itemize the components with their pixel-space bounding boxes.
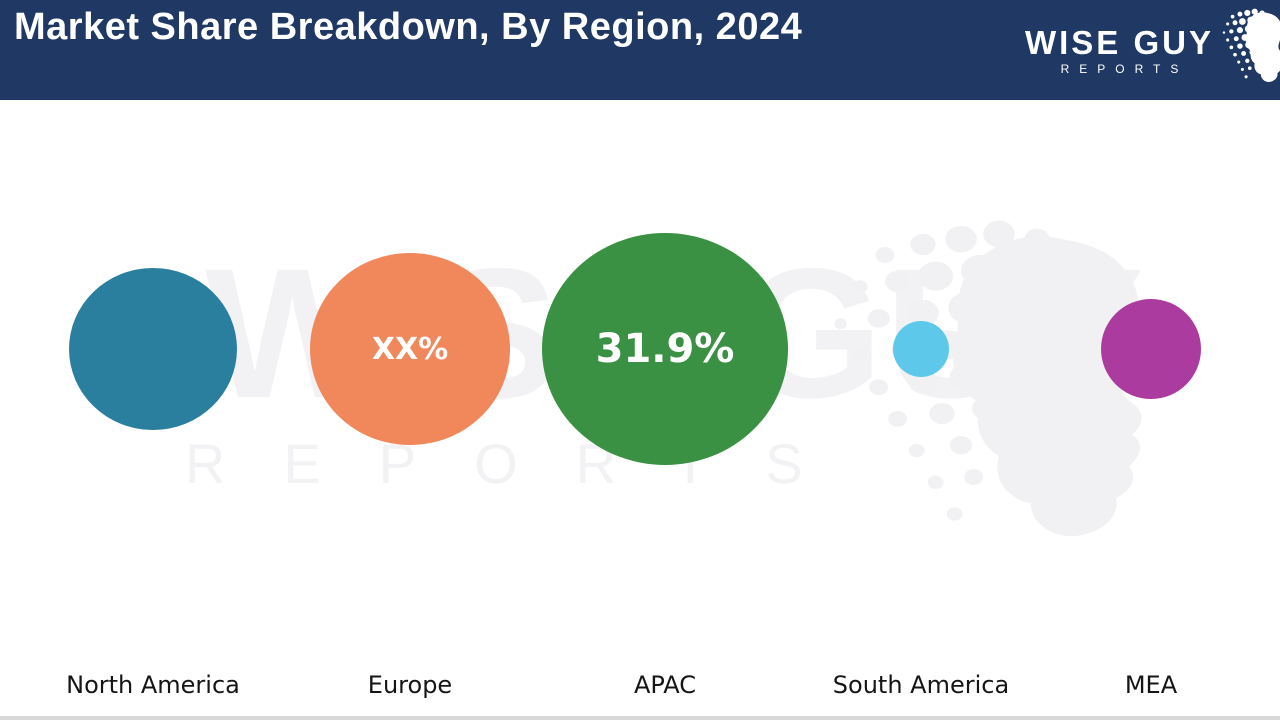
logo-text: WISE GUY REPORTS	[1025, 26, 1214, 76]
page-title: Market Share Breakdown, By Region, 2024	[14, 6, 803, 48]
header-bar: Market Share Breakdown, By Region, 2024 …	[0, 0, 1280, 100]
wise-guy-face-icon	[1222, 8, 1280, 82]
logo-subtitle: REPORTS	[1060, 61, 1189, 76]
watermark-subtitle: REPORTS	[185, 432, 861, 495]
bubble-value-label: XX%	[371, 331, 449, 367]
wise-guy-logo: WISE GUY REPORTS	[1025, 4, 1280, 98]
category-label-north-america: North America	[66, 671, 240, 699]
bubble-apac: 31.9%	[542, 233, 788, 465]
bubble-value-label: 31.9%	[595, 326, 735, 372]
bubble-mea	[1101, 299, 1201, 399]
category-label-europe: Europe	[367, 671, 453, 699]
bottom-border	[0, 716, 1280, 720]
bubble-europe: XX%	[310, 253, 510, 445]
category-label-apac: APAC	[633, 671, 697, 699]
category-label-mea: MEA	[1124, 671, 1178, 699]
logo-wordmark: WISE GUY	[1024, 24, 1214, 62]
bubble-north-america	[69, 268, 237, 430]
watermark-face-icon	[834, 220, 1142, 537]
category-label-south-america: South America	[832, 671, 1010, 699]
bubble-south-america	[893, 321, 949, 377]
